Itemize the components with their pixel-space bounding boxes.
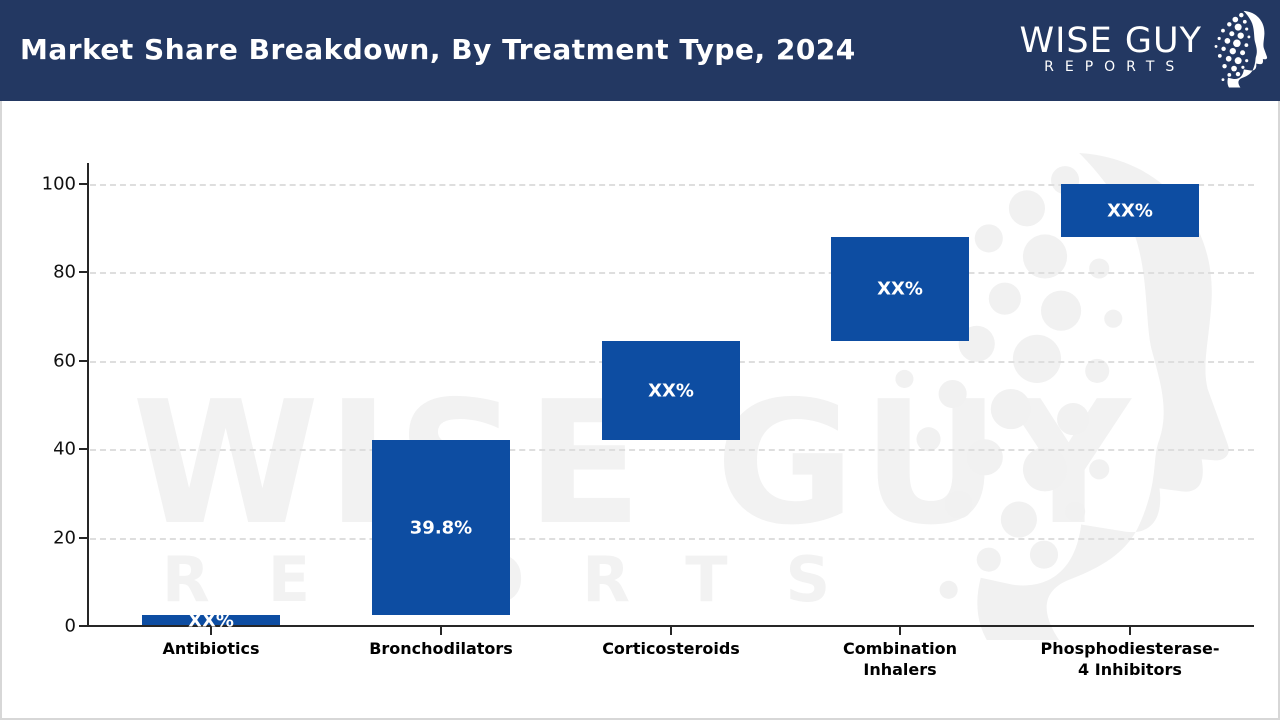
y-axis-tick [79, 448, 87, 450]
y-axis-tick [79, 271, 87, 273]
y-axis-tick [79, 537, 87, 539]
y-axis-tick-label: 40 [53, 438, 76, 460]
gridline [90, 184, 1254, 186]
y-axis-tick [79, 625, 87, 627]
x-category-label: Combination Inhalers [842, 639, 958, 679]
bar-value-label: XX% [877, 278, 923, 300]
brand-name: WISE GUY [1019, 21, 1202, 61]
bar [372, 440, 510, 615]
page-border-right [1278, 101, 1280, 720]
y-axis-tick [79, 183, 87, 185]
page-border-bottom [0, 718, 1280, 720]
bar-value-label: XX% [648, 380, 694, 402]
x-axis-spine [87, 625, 1254, 627]
gridline [90, 272, 1254, 274]
bar [1061, 184, 1199, 237]
y-axis-spine [87, 163, 89, 627]
x-axis-tick [210, 627, 212, 635]
x-axis-tick [1129, 627, 1131, 635]
gridline [90, 538, 1254, 540]
bar-value-label: XX% [1107, 200, 1153, 222]
y-axis-tick-label: 0 [64, 615, 76, 637]
y-axis-tick-label: 100 [41, 173, 76, 195]
brand-logo: WISE GUY REPORTS [1019, 6, 1272, 90]
brand-wordmark: WISE GUY REPORTS [1019, 21, 1202, 75]
header-bar: Market Share Breakdown, By Treatment Typ… [0, 0, 1280, 101]
x-axis-tick [440, 627, 442, 635]
page-border-left [0, 101, 2, 720]
watermark-subtext: REPORTS [162, 543, 889, 616]
y-axis-tick [79, 360, 87, 362]
watermark-face-dots-icon [895, 153, 1229, 640]
x-category-label: Phosphodiesterase- 4 Inhibitors [1040, 639, 1220, 679]
bar-value-label: XX% [188, 610, 234, 632]
bar-value-label: 39.8% [409, 517, 473, 539]
gridline [90, 449, 1254, 451]
brand-subname: REPORTS [1044, 59, 1186, 75]
y-axis-tick-label: 20 [53, 527, 76, 549]
page-title: Market Share Breakdown, By Treatment Typ… [20, 33, 856, 66]
x-category-label: Antibiotics [162, 639, 260, 658]
x-category-label: Bronchodilators [369, 639, 513, 658]
y-axis-tick-label: 60 [53, 350, 76, 372]
face-dots-logo-icon [1214, 10, 1268, 88]
plot-area: WISE GUY REPORTS 0 20 40 60 80 100 XX% Antibiot… [0, 101, 1280, 720]
x-axis-tick [670, 627, 672, 635]
y-axis-tick-label: 80 [53, 261, 76, 283]
x-category-label: Corticosteroids [602, 639, 740, 658]
bar [142, 615, 280, 626]
bar [602, 341, 740, 440]
bar [831, 237, 969, 341]
x-axis-tick [899, 627, 901, 635]
